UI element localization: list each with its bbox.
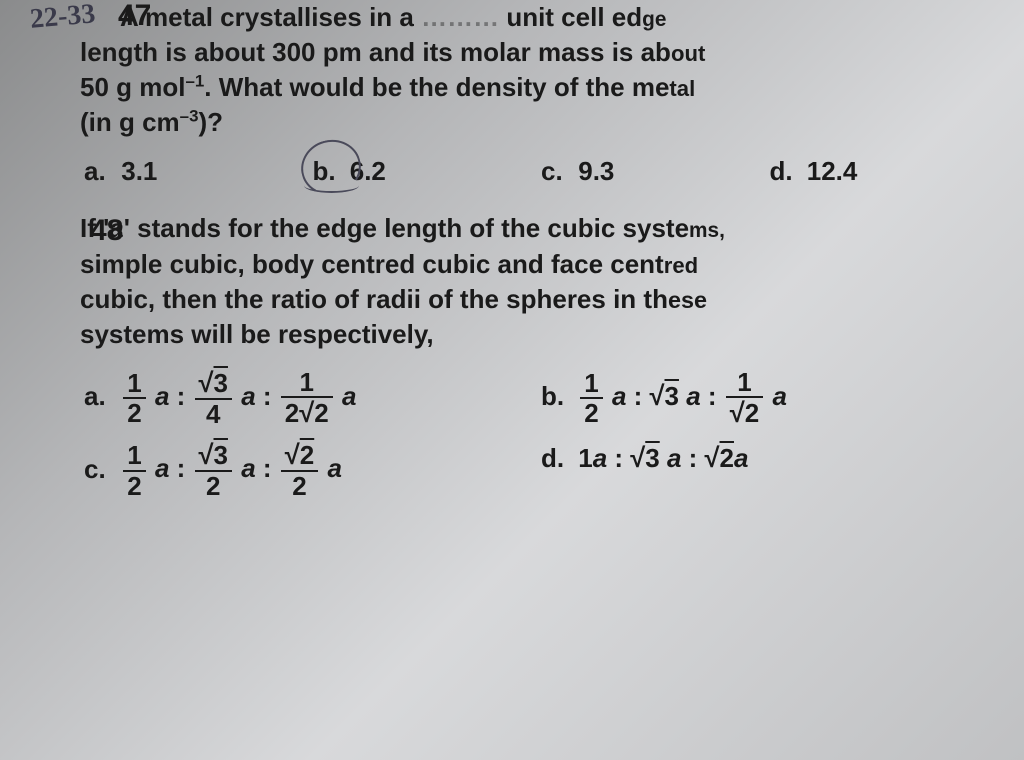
option-48-b: b. 12 a : √3 a : 1√2 a	[537, 362, 994, 435]
option-value: 9.3	[578, 156, 614, 186]
fraction: 12	[123, 369, 145, 428]
fraction: 12	[580, 369, 602, 428]
fraction: √34	[195, 368, 232, 429]
option-value: 12.4	[807, 156, 858, 186]
option-48-c: c. 12 a : √32 a : √22 a	[80, 434, 537, 507]
option-47-c: c. 9.3	[537, 150, 766, 193]
question-48-text: If 'a' stands for the edge length of the…	[80, 211, 994, 351]
option-48-a: a. 12 a : √34 a : 12√2 a	[80, 362, 537, 435]
option-48-d: d. 1a : √3 a : √2a	[537, 434, 994, 507]
option-label: d.	[541, 441, 571, 476]
question-number-47: 47	[118, 0, 151, 37]
option-label: c.	[84, 452, 114, 487]
option-label: a.	[84, 154, 114, 189]
option-47-d: d. 12.4	[766, 150, 995, 193]
question-number-48: 48	[90, 211, 123, 252]
fraction: 12	[123, 441, 145, 500]
fraction: 1√2	[726, 368, 763, 429]
question-48: 48 If 'a' stands for the edge length of …	[70, 211, 994, 507]
option-47-b: b. 6.2	[309, 150, 538, 193]
option-value: 3.1	[121, 156, 157, 186]
question-47: 22-33 47 A metal crystallises in a ……… u…	[70, 0, 994, 193]
fraction: 12√2	[281, 368, 333, 429]
option-label: b.	[541, 379, 571, 414]
question-47-text: A metal crystallises in a ……… unit cell …	[80, 0, 994, 140]
question-47-options: a. 3.1 b. 6.2 c. 9.3 d. 12.4	[80, 150, 994, 193]
option-label: d.	[770, 154, 800, 189]
option-label: a.	[84, 379, 114, 414]
option-label: c.	[541, 154, 571, 189]
fraction: √32	[195, 440, 232, 501]
fraction: √22	[281, 440, 318, 501]
hand-underline	[304, 178, 359, 193]
handwritten-annotation: 22-33	[28, 0, 96, 39]
option-47-a: a. 3.1	[80, 150, 309, 193]
question-48-options: a. 12 a : √34 a : 12√2 a b. 12 a : √3 a …	[80, 362, 994, 507]
